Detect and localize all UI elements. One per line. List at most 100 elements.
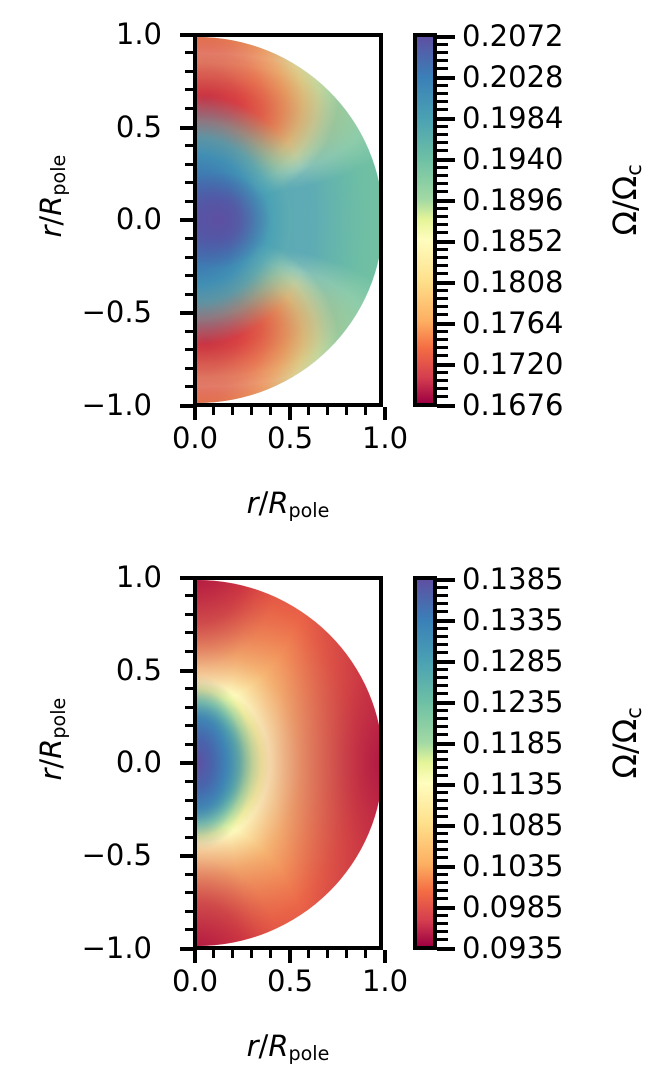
ytick-major [180,854,193,858]
plot-area-bottom [193,576,383,950]
ytick-major [180,576,193,580]
colorbar-label: 0.1896 [462,183,564,217]
colorbar-gradient-bottom [417,580,433,946]
colorbar-tick-minor [437,190,448,193]
y-axis-title-den: R [33,195,68,216]
colorbar-tick-minor [437,182,448,185]
colorbar-top [413,33,437,407]
heatmap-core-peak-top [197,37,379,403]
colorbar-tick-minor [437,750,448,753]
colorbar-frame-bottom [413,576,437,950]
colorbar-tick-minor [437,354,448,357]
colorbar-tick-minor [437,922,448,925]
colorbar-tick-major [437,404,455,408]
colorbar-tick-minor [437,125,448,128]
colorbar-tick-major [437,578,455,582]
xtick-label: 1.0 [361,964,409,998]
colorbar-label: 0.1940 [462,142,564,176]
xtick-minor [212,950,215,958]
colorbar-tick-major [437,281,455,285]
colorbar-tick-minor [437,100,448,103]
colorbar-tick-minor [437,272,448,275]
xtick-label: 0.0 [171,964,219,998]
colorbar-tick-minor [437,610,448,613]
ytick-major [180,947,193,951]
colorbar-title-num: Ω [606,211,645,236]
x-axis-title: r/Rpole [143,1029,433,1065]
ytick-minor [185,631,193,634]
colorbar-tick-minor [437,897,448,900]
xtick-minor [364,407,367,415]
ytick-minor [185,367,193,370]
colorbar-title-num: Ω [606,754,645,779]
x-axis-title-den: R [268,486,289,520]
xtick-minor [250,407,253,415]
colorbar-tick-minor [437,938,448,941]
colorbar-tick-major [437,947,455,951]
x-axis-title-sub: pole [288,1042,330,1066]
colorbar-tick-minor [437,264,448,267]
panel-bottom: 1.0 0.5 0.0 −0.5 −1.0 0.0 0.5 1.0 r/Rpol… [0,543,660,1086]
ytick-label: 0.0 [115,745,162,779]
colorbar-tick-minor [437,889,448,892]
y-axis-title-var: r [33,768,68,781]
colorbar-tick-major [437,363,455,367]
colorbar-label: 0.1984 [462,101,564,135]
heatmap-outer-rim-bottom [197,580,379,946]
colorbar-tick-minor [437,676,448,679]
colorbar-gradient-top [417,37,433,403]
colorbar-title-den: Ω [606,175,645,201]
xtick-label: 1.0 [361,421,409,455]
xtick-minor [269,950,272,958]
y-axis-title: r/Rpole [34,639,70,839]
colorbar-tick-major [437,660,455,664]
colorbar-tick-minor [437,395,448,398]
colorbar-tick-minor [437,149,448,152]
y-axis-title-sub: pole [47,697,71,739]
colorbar-tick-minor [437,223,448,226]
colorbar-tick-major [437,35,455,39]
colorbar-tick-minor [437,371,448,374]
colorbar-label: 0.1764 [462,306,564,340]
colorbar-tick-major [437,117,455,121]
colorbar-label: 0.0935 [462,931,564,965]
ytick-minor [185,70,193,73]
ytick-major [180,669,193,673]
y-axis-title-sub: pole [47,154,71,196]
xtick-minor [231,407,234,415]
xtick-minor [326,407,329,415]
colorbar-tick-major [437,824,455,828]
colorbar-title-den: Ω [606,718,645,744]
xtick-major [193,950,197,963]
ytick-label: 1.0 [115,17,162,51]
colorbar-tick-minor [437,92,448,95]
colorbar-label: 0.1085 [462,808,564,842]
colorbar-tick-minor [437,848,448,851]
x-axis-title-sub: pole [288,499,330,523]
xtick-label: 0.5 [266,421,314,455]
colorbar-label: 0.1385 [462,562,564,596]
colorbar-tick-minor [437,643,448,646]
ytick-label: −1.0 [81,931,152,965]
colorbar-tick-minor [437,215,448,218]
colorbar-tick-major [437,701,455,705]
colorbar-tick-major [437,76,455,80]
y-axis-title-den: R [33,738,68,759]
colorbar-title-sub: c [620,164,646,176]
colorbar-tick-minor [437,791,448,794]
ytick-minor [185,107,193,110]
colorbar-tick-minor [437,43,448,46]
colorbar-label: 0.1035 [462,849,564,883]
colorbar-tick-minor [437,856,448,859]
colorbar-tick-minor [437,627,448,630]
colorbar-tick-minor [437,807,448,810]
colorbar-label: 0.1185 [462,726,564,760]
heatmap-field-bottom [197,580,379,946]
colorbar-label: 0.1720 [462,347,564,381]
ytick-minor [185,237,193,240]
colorbar-tick-major [437,619,455,623]
colorbar-tick-minor [437,684,448,687]
x-axis-title-var: r [246,486,259,520]
ytick-major [180,311,193,315]
ytick-major [180,33,193,37]
